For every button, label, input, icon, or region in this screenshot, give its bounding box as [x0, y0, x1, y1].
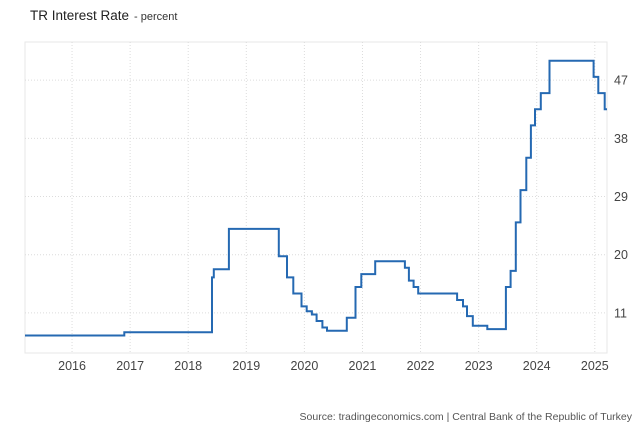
- x-tick-label: 2021: [349, 359, 377, 373]
- y-tick-label: 29: [614, 190, 628, 204]
- plot-border: [24, 41, 608, 354]
- y-tick-label: 47: [614, 74, 628, 88]
- chart-subtitle: - percent: [134, 11, 178, 23]
- source-attribution: Source: tradingeconomics.com | Central B…: [299, 411, 632, 423]
- x-tick-label: 2020: [290, 359, 318, 373]
- y-tick-label: 20: [614, 248, 628, 262]
- x-tick-label: 2024: [523, 359, 551, 373]
- y-tick-label: 38: [614, 132, 628, 146]
- x-tick-label: 2017: [116, 359, 144, 373]
- x-tick-label: 2025: [581, 359, 609, 373]
- rate-step-line[interactable]: [25, 59, 607, 337]
- x-tick-label: 2023: [465, 359, 493, 373]
- x-tick-label: 2022: [407, 359, 435, 373]
- y-tick-label: 11: [614, 306, 627, 320]
- chart-header: TR Interest Rate - percent: [30, 8, 177, 23]
- x-tick-label: 2016: [58, 359, 86, 373]
- x-tick-label: 2019: [232, 359, 260, 373]
- x-tick-label: 2018: [174, 359, 202, 373]
- chart-title: TR Interest Rate: [30, 8, 130, 23]
